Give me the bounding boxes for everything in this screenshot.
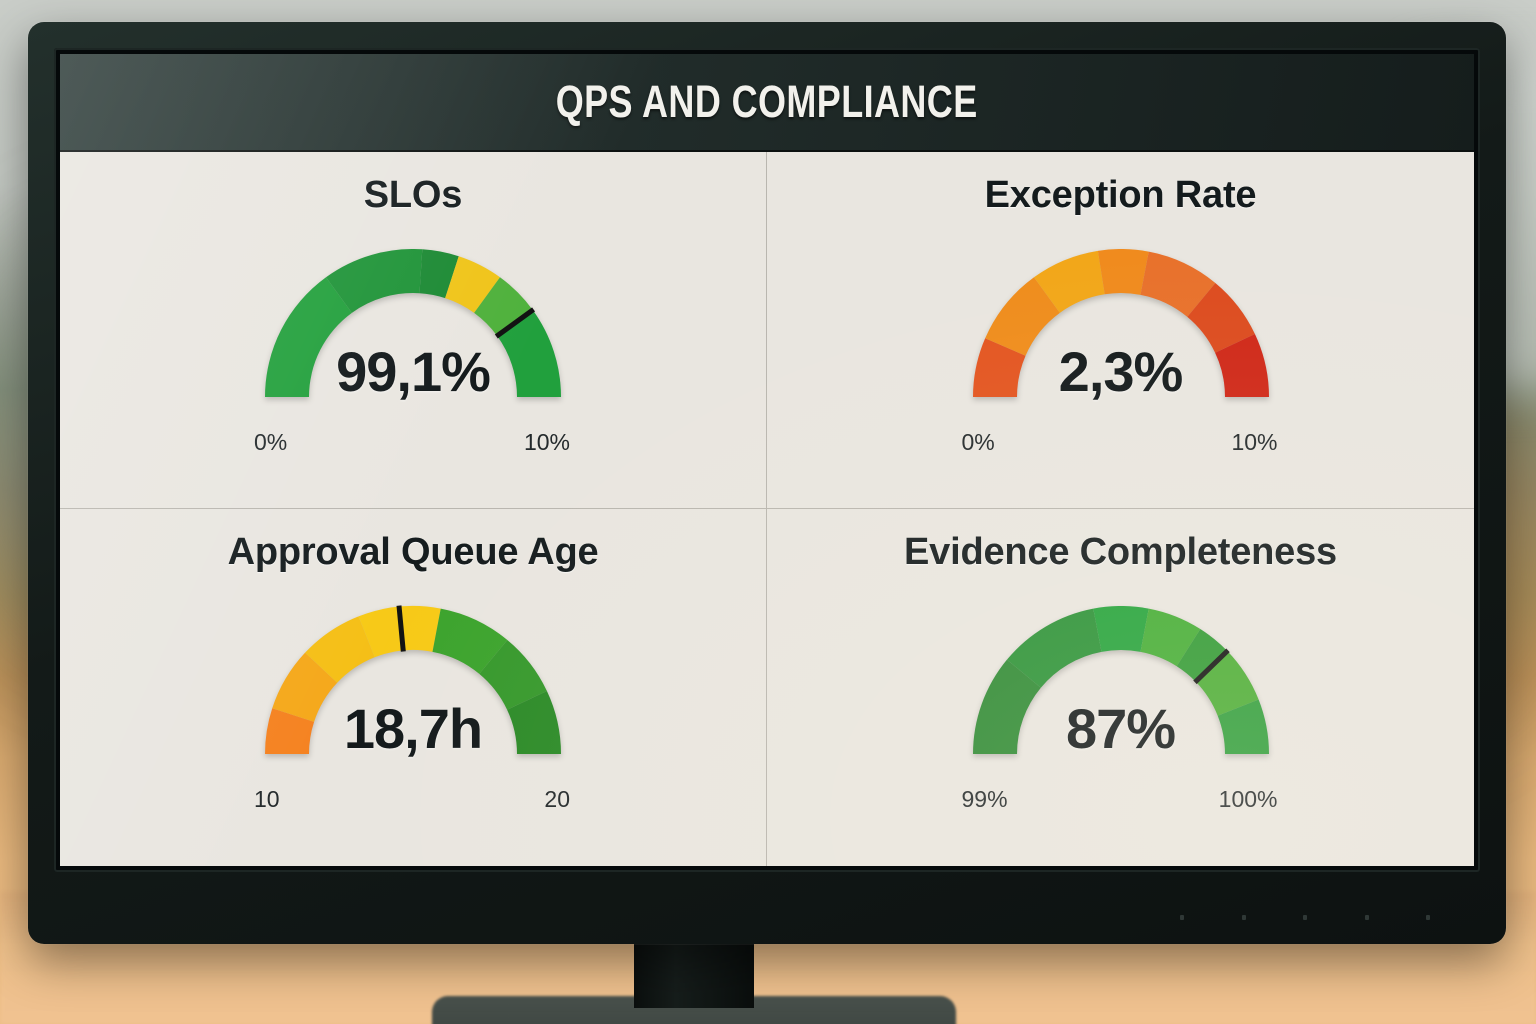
gauge-scale: 99% 100% [956,786,1286,816]
gauge-arc-segment [1033,250,1105,313]
bezel-indicator-dot[interactable] [1364,914,1369,920]
gauge-arc-segment [972,659,1041,754]
gauge-title: Evidence Completeness [904,531,1337,573]
bezel-indicator-dot[interactable] [1303,914,1307,920]
gauge-scale-min-label: 10 [254,786,280,812]
bezel-indicator-dot[interactable] [1180,914,1184,920]
gauge-scale-min-label: 0% [254,429,288,455]
gauge-title: Exception Rate [984,174,1257,216]
gauge-scale-max-label: 20 [544,786,570,812]
gauge-arc-segment [1092,606,1149,652]
gauge-arc-segment [1186,282,1255,353]
gauge-arc-segment [419,249,459,299]
gauge-value: 18,7h [343,697,483,760]
gauge-scale: 10 20 [248,786,578,816]
screen: QPS AND COMPLIANCE SLOs 99,1% 0% 10% Excepti… [60,54,1474,866]
gauge-panel[interactable]: Exception Rate 2,3% 0% 10% [767,152,1474,509]
gauge-panel[interactable]: Approval Queue Age 18,7h 10 20 [60,509,767,866]
gauge-arc-segment [1097,249,1149,295]
gauge-arc-segment [1217,699,1269,754]
page-title: QPS AND COMPLIANCE [556,76,978,127]
gauge-arc-segment [1176,629,1227,682]
gauge-scale-min-label: 99% [961,786,1008,812]
gauge-arc-segment [497,310,561,397]
gauge-scale-min-label: 0% [961,429,995,455]
gauge-scale-max-label: 100% [1218,786,1278,812]
gauge-title: SLOs [363,174,463,216]
gauge-arc-segment [1006,608,1102,688]
gauge-scale-max-label: 10% [523,429,570,455]
gauge-needle-tick [396,605,406,652]
gauge-dial: 99,1% [248,227,578,431]
gauge-dial: 18,7h [248,584,578,788]
gauge-arc-segment [972,338,1026,397]
gauge-arc-segment [1139,251,1215,317]
gauge-arc-segment [984,277,1060,356]
gauge-arc-segment [479,639,547,710]
gauge-arc-segment [432,608,508,674]
gauge-arc [265,249,561,397]
bezel-indicator-dot[interactable] [1426,914,1430,920]
dashboard-header: QPS AND COMPLIANCE [60,54,1474,152]
gauge-arc [265,605,561,754]
gauge-arc-segment [474,277,533,336]
gauge-arc-segment [1214,333,1269,397]
gauge-scale: 0% 10% [248,429,578,459]
monitor: QPS AND COMPLIANCE SLOs 99,1% 0% 10% Excepti… [28,22,1506,944]
gauge-grid: SLOs 99,1% 0% 10% Exception Rate 2,3% 0% 10% App… [60,152,1474,866]
gauge-scale-max-label: 10% [1231,429,1278,455]
bezel-indicator-dot[interactable] [1241,914,1246,920]
gauge-needle-tick [1192,648,1230,685]
gauge-value: 99,1% [336,340,491,403]
gauge-scale: 0% 10% [956,429,1286,459]
gauge-arc-segment [445,256,500,313]
gauge-panel[interactable]: SLOs 99,1% 0% 10% [60,152,767,509]
gauge-title: Approval Queue Age [227,531,599,573]
gauge-panel[interactable]: Evidence Completeness 87% 99% 100% [767,509,1474,866]
gauge-arc-segment [507,690,561,754]
gauge-arc [972,249,1269,397]
gauge-arc-segment [272,652,338,722]
gauge-arc-segment [265,708,315,754]
bezel-indicator-dots [1180,912,1430,922]
gauge-dial: 2,3% [956,227,1286,431]
gauge-arc [972,606,1269,754]
gauge-arc-segment [305,616,375,683]
gauge-arc-segment [326,249,423,313]
gauge-value: 87% [1065,697,1176,760]
monitor-stand-neck [634,938,754,1008]
gauge-arc-segment [1139,608,1200,667]
gauge-needle-tick [494,307,536,339]
gauge-dial: 87% [956,584,1286,788]
gauge-arc-segment [265,277,352,397]
gauge-value: 2,3% [1058,340,1184,403]
